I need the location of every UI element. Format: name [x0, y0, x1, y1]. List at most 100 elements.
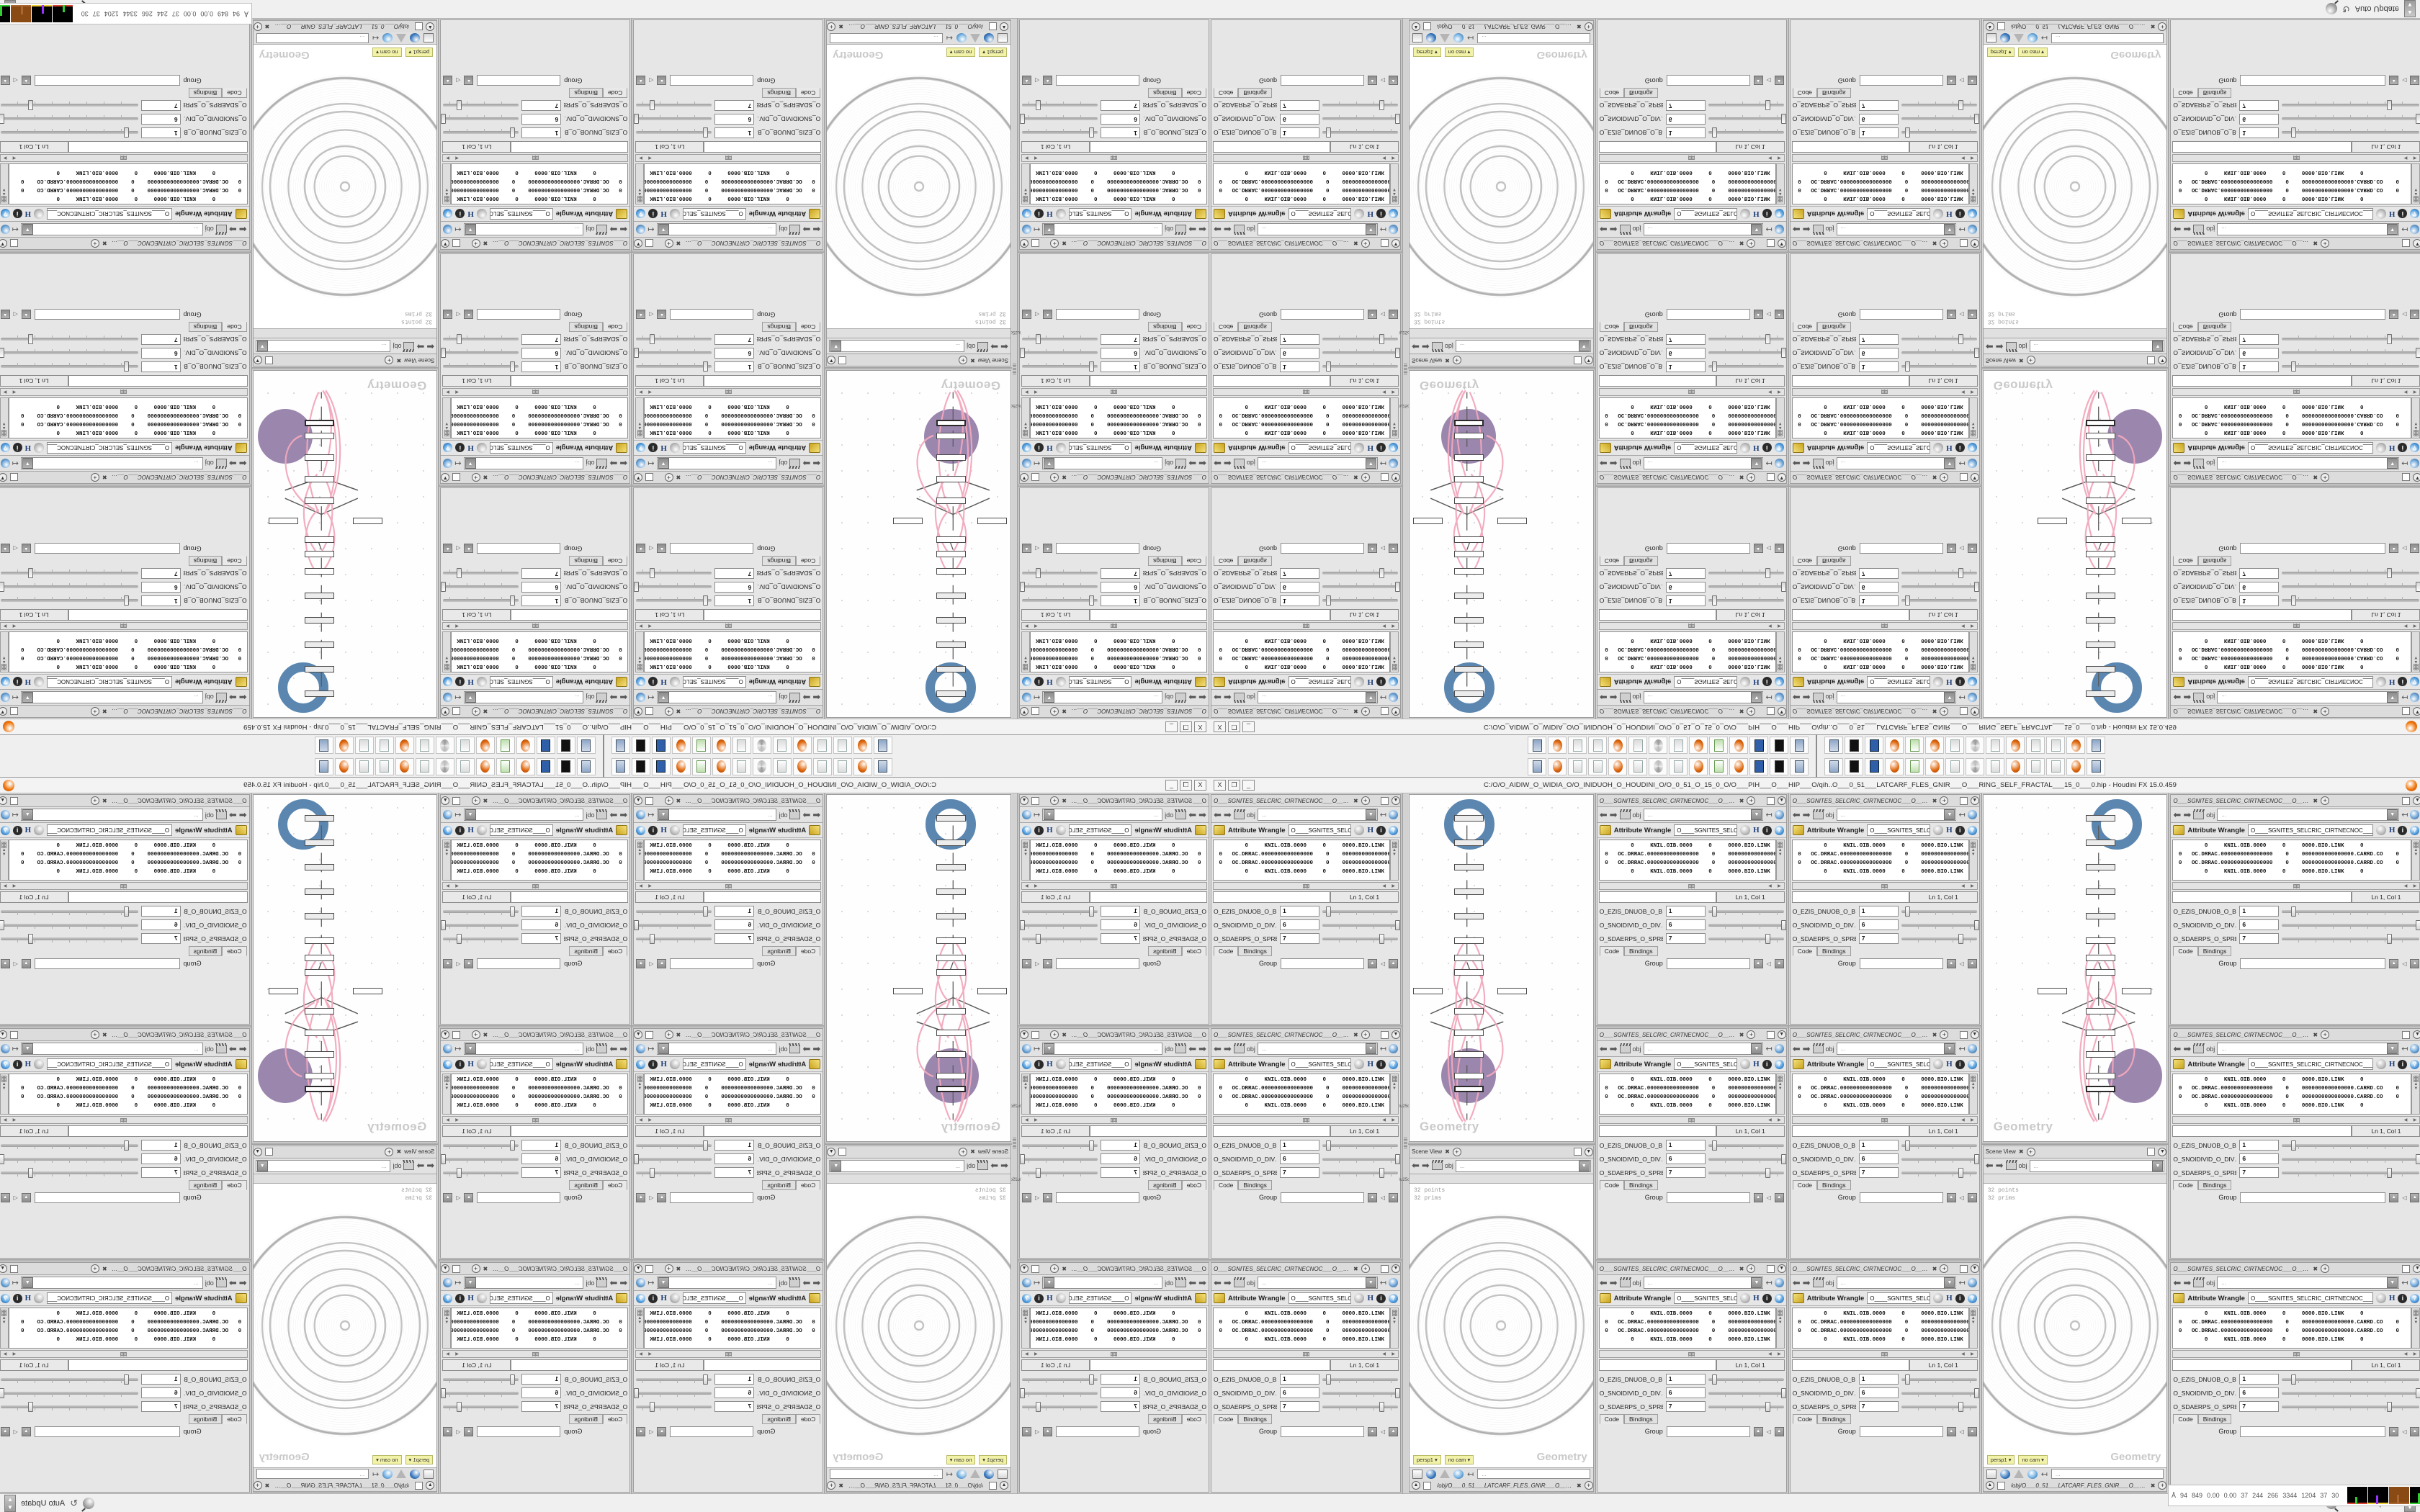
group-input[interactable] [670, 543, 754, 554]
node-name-input[interactable]: O____SGNITES_SELCRIC_CIRTNECNOC____O____… [1068, 208, 1132, 220]
refresh-icon[interactable]: ↻ [70, 1497, 79, 1508]
pane-tabbar[interactable]: O___SGNITES_SELCRIC_CIRTNECNOC___O___CON… [1597, 237, 1786, 249]
network-node[interactable] [936, 498, 966, 504]
node-path-bar[interactable]: ⬅ ➡ obj ... ▼ ↤ [0, 221, 249, 237]
viewport-chips[interactable]: persp1 ▾ no cam ▾ [372, 1455, 434, 1464]
scroll-down-icon[interactable]: ▼ [637, 421, 642, 426]
group-scroll-button[interactable]: ▲ [1389, 544, 1398, 554]
code-text[interactable]: 0 KNIL.OIB.0000 0 0000.BIO.LINK 0 0 OC.D… [1598, 840, 1776, 881]
parameter-value-input[interactable]: 1 [521, 1374, 562, 1385]
path-field[interactable]: ... ▼ [2217, 1043, 2400, 1055]
pane-splitter[interactable] [1018, 1025, 1210, 1027]
scrollbar-grip[interactable] [2293, 1117, 2300, 1122]
firefox-icon[interactable] [2066, 737, 2085, 755]
tab-parameters[interactable]: O___SGNITES_SELCRIC_CIRTNECNOC___O___CON… [109, 797, 247, 804]
pin-icon[interactable]: ↤ [1379, 811, 1386, 819]
parameter-value-input[interactable]: 7 [1280, 568, 1319, 579]
pane-tabbar[interactable]: O___SGNITES_SELCRIC_CIRTNECNOC___O___CON… [441, 1029, 630, 1041]
group-arrow-icon[interactable]: ◁ [1766, 1194, 1771, 1201]
tab-scene-view[interactable]: Scene View [1412, 1148, 1443, 1155]
image-viewer-icon[interactable] [1528, 737, 1546, 755]
scrollbar-grip[interactable] [1302, 390, 1309, 395]
tab-parameters[interactable]: O___SGNITES_SELCRIC_CIRTNECNOC___O___CON… [1214, 1265, 1350, 1272]
scroll-down-icon[interactable]: ▼ [1392, 655, 1397, 660]
chevron-down-icon[interactable]: ▼ [634, 473, 643, 482]
pane-splitter[interactable] [0, 1025, 251, 1027]
path-field[interactable]: ... ▼ [1836, 223, 1957, 235]
pane-maximize-icon[interactable] [645, 707, 654, 716]
target-icon[interactable] [1389, 1044, 1398, 1053]
group-input[interactable] [1056, 1426, 1139, 1437]
chevron-down-icon[interactable]: ▼ [2158, 1147, 2167, 1156]
scrollbar-grip[interactable] [1, 1310, 7, 1316]
chevron-down-icon[interactable]: ▼ [0, 239, 7, 248]
chevron-down-icon[interactable]: ▼ [2387, 224, 2398, 235]
path-field[interactable]: ... ▼ [1257, 457, 1378, 469]
tab-close-icon[interactable]: ✖ [483, 708, 488, 715]
slider-handle[interactable] [1973, 1387, 1979, 1398]
parameter-value-input[interactable]: 7 [1858, 334, 1899, 345]
node-path-bar[interactable]: ⬅ ➡ obj ... ▼ ↤ [0, 1275, 249, 1291]
spiral-icon[interactable] [476, 737, 495, 755]
network-node[interactable] [1454, 690, 1484, 697]
pane-splitter[interactable] [1981, 1142, 2169, 1145]
parameter-slider[interactable] [1022, 595, 1098, 606]
parameter-value-input[interactable]: 1 [140, 361, 181, 372]
target-icon[interactable] [0, 459, 10, 468]
group-picker-button[interactable]: ▲ [1043, 76, 1053, 86]
scrollbar-grip[interactable] [532, 883, 539, 888]
chevron-down-icon[interactable]: ▼ [1044, 809, 1055, 820]
tab-close-icon[interactable]: ✖ [2150, 1482, 2156, 1489]
network-node[interactable] [1454, 454, 1484, 461]
info-icon[interactable]: i [1955, 209, 1965, 219]
group-input[interactable] [1666, 1192, 1750, 1203]
help-icon[interactable]: ? [443, 443, 453, 453]
tab-add-icon[interactable]: + [471, 473, 480, 482]
tab-add-icon[interactable]: + [1050, 239, 1059, 248]
houdini-help-icon[interactable]: H [1753, 210, 1760, 218]
slider-handle[interactable] [2416, 348, 2420, 359]
path-field[interactable]: ... ▼ [1257, 1277, 1378, 1289]
gear-icon[interactable] [476, 443, 487, 453]
viewport-chips[interactable]: persp1 ▾ no cam ▾ [1986, 1455, 2048, 1464]
group-picker-button[interactable]: ▲ [1367, 958, 1377, 968]
vex-code-editor[interactable]: 0 KNIL.OIB.0000 0 0000.BIO.LINK 0 0 OC.D… [1020, 396, 1209, 440]
scroll-left-icon[interactable]: ◀ [1034, 884, 1038, 888]
node-name-input[interactable]: O____SGNITES_SELCRIC_CIRTNECNOC____O____… [2247, 208, 2373, 220]
parameter-slider[interactable] [441, 114, 519, 125]
group-input[interactable] [1859, 958, 1943, 969]
scrollbar-grip[interactable] [444, 664, 449, 670]
spiral-icon[interactable] [2006, 737, 2025, 755]
scroll-left-icon[interactable]: ◀ [1382, 156, 1386, 160]
parameter-subtabs[interactable]: Code Bindings [1211, 555, 1400, 567]
network-node[interactable] [2085, 420, 2115, 426]
slider-handle[interactable] [702, 1140, 708, 1151]
node-name-input[interactable]: O____SGNITES_SELCRIC_CIRTNECNOC____O____… [1867, 1058, 1931, 1070]
sphere-tool-icon[interactable] [1999, 33, 2010, 43]
parameter-slider[interactable] [2282, 334, 2420, 345]
parameter-slider[interactable] [1708, 334, 1784, 345]
info-icon[interactable]: i [1955, 1059, 1965, 1069]
scroll-up-icon[interactable]: ▲ [1778, 426, 1783, 430]
group-arrow-icon[interactable]: ◁ [1035, 77, 1040, 84]
viewport-canvas[interactable]: 32 points 32 prims persp1 ▾ no cam ▾ Geo… [1410, 45, 1593, 329]
parameter-subtabs[interactable]: Code Bindings [1597, 555, 1786, 567]
back-arrow-icon[interactable]: ⬅ [238, 692, 247, 703]
chevron-up-icon[interactable]: ▲ [1412, 22, 1420, 31]
tab-close-icon[interactable]: ✖ [102, 708, 107, 715]
geometry-tabbar[interactable]: ▲ /obj/O___0_51___LATCARF_FLES_GNIR___O_… [1983, 20, 2167, 32]
document-icon[interactable] [833, 757, 852, 775]
back-arrow-icon[interactable]: ⬅ [1412, 341, 1420, 352]
viewer-path-field[interactable]: ... [256, 1469, 369, 1479]
pane-maximize-icon[interactable] [1031, 1030, 1039, 1039]
scroll-left-icon[interactable]: ◀ [12, 624, 17, 628]
network-node[interactable] [2085, 864, 2115, 870]
scroll-left-icon[interactable]: ◀ [2403, 156, 2408, 160]
node-name-input[interactable]: O____SGNITES_SELCRIC_CIRTNECNOC____O____… [1867, 208, 1931, 220]
scroll-left-icon[interactable]: ◀ [1768, 884, 1772, 888]
chevron-down-icon[interactable]: ▼ [1777, 1264, 1786, 1273]
chevron-down-icon[interactable]: ▼ [634, 707, 643, 716]
back-arrow-icon[interactable]: ⬅ [1412, 1160, 1420, 1171]
pin-icon[interactable]: ↤ [12, 811, 19, 819]
geometry-tabbar[interactable]: ▲ /obj/O___0_51___LATCARF_FLES_GNIR___O_… [253, 1480, 437, 1492]
